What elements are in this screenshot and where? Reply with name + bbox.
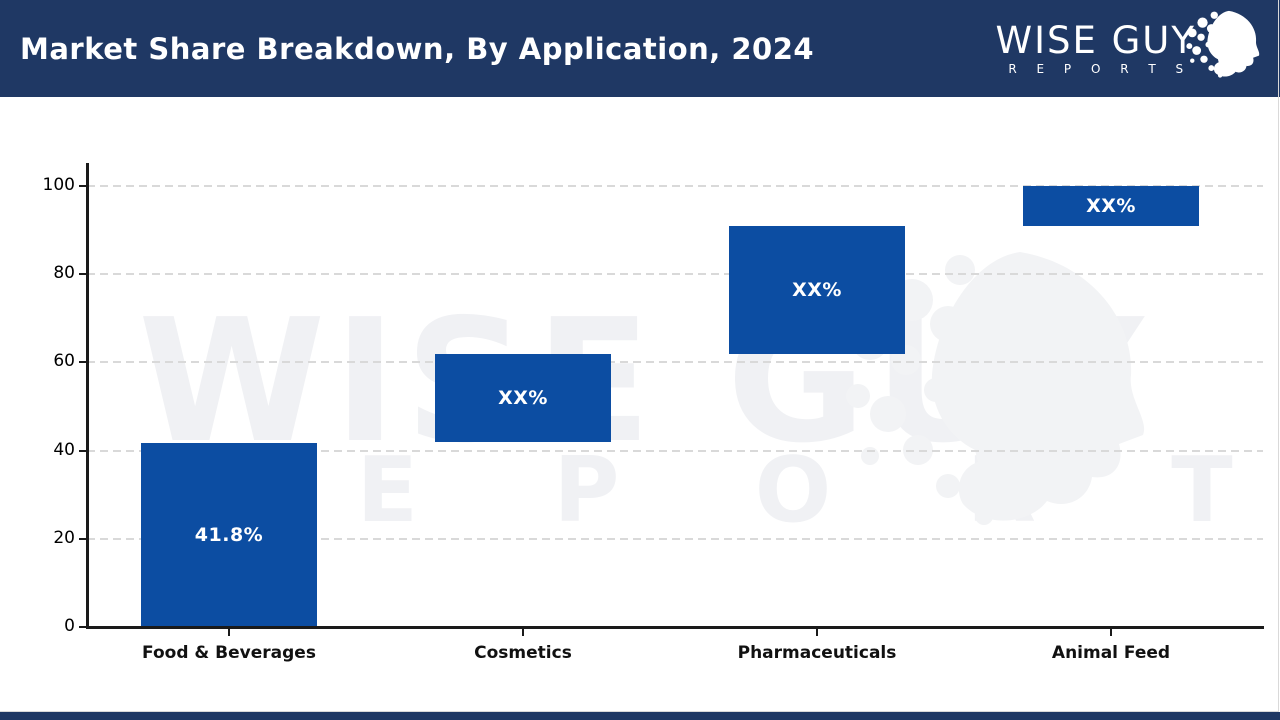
y-tick-mark xyxy=(79,537,87,540)
plot-area: 0 20 40 60 80 100 41.8% XX% XX% XX% Food & Beverag… xyxy=(0,97,1280,712)
y-tick-label: 100 xyxy=(42,175,75,195)
gridline xyxy=(87,449,1263,452)
y-tick-mark xyxy=(79,626,87,628)
bar-segment: XX% xyxy=(729,225,905,354)
x-axis-line xyxy=(86,626,1264,629)
y-axis-line xyxy=(86,163,89,629)
x-category-label: Animal Feed xyxy=(1051,643,1171,663)
header-bar: Market Share Breakdown, By Application, … xyxy=(0,0,1280,97)
footer-bar xyxy=(0,712,1280,720)
head-dots-icon xyxy=(1186,10,1260,78)
y-tick-label: 60 xyxy=(53,351,75,372)
x-tick-mark xyxy=(816,628,818,636)
y-tick-label: 40 xyxy=(53,439,75,460)
x-category-label: Pharmaceuticals xyxy=(737,643,897,663)
bar-value-label: XX% xyxy=(792,278,842,301)
x-tick-mark xyxy=(522,628,524,636)
x-tick-mark xyxy=(228,628,230,636)
gridline xyxy=(87,537,1263,540)
bar-segment: XX% xyxy=(435,353,611,442)
y-tick-mark xyxy=(79,273,87,276)
y-tick-label: 0 xyxy=(64,616,75,636)
gridline xyxy=(87,273,1263,276)
y-tick-label: 80 xyxy=(53,263,75,284)
bar-value-label: XX% xyxy=(1086,194,1136,217)
brand-logo-line2: R E P O R T S xyxy=(1008,61,1192,76)
x-category-label: Food & Beverages xyxy=(142,643,316,663)
y-tick-mark xyxy=(79,185,87,187)
x-category-label: Cosmetics xyxy=(474,643,572,663)
bar-value-label: 41.8% xyxy=(194,523,264,546)
brand-logo-line1: WISE GUY xyxy=(995,19,1196,63)
y-tick-mark xyxy=(79,449,87,452)
gridline xyxy=(87,185,1263,187)
bar-value-label: XX% xyxy=(498,386,548,409)
gridline xyxy=(87,361,1263,364)
bar-segment: 41.8% xyxy=(141,442,317,627)
bar-segment: XX% xyxy=(1023,186,1199,226)
brand-logo: WISE GUY R E P O R T S xyxy=(996,4,1270,94)
brand-logo-text: WISE GUY R E P O R T S xyxy=(995,19,1196,76)
x-tick-mark xyxy=(1110,628,1112,636)
y-tick-mark xyxy=(79,361,87,364)
y-tick-label: 20 xyxy=(53,527,75,548)
chart-title: Market Share Breakdown, By Application, … xyxy=(20,31,815,66)
